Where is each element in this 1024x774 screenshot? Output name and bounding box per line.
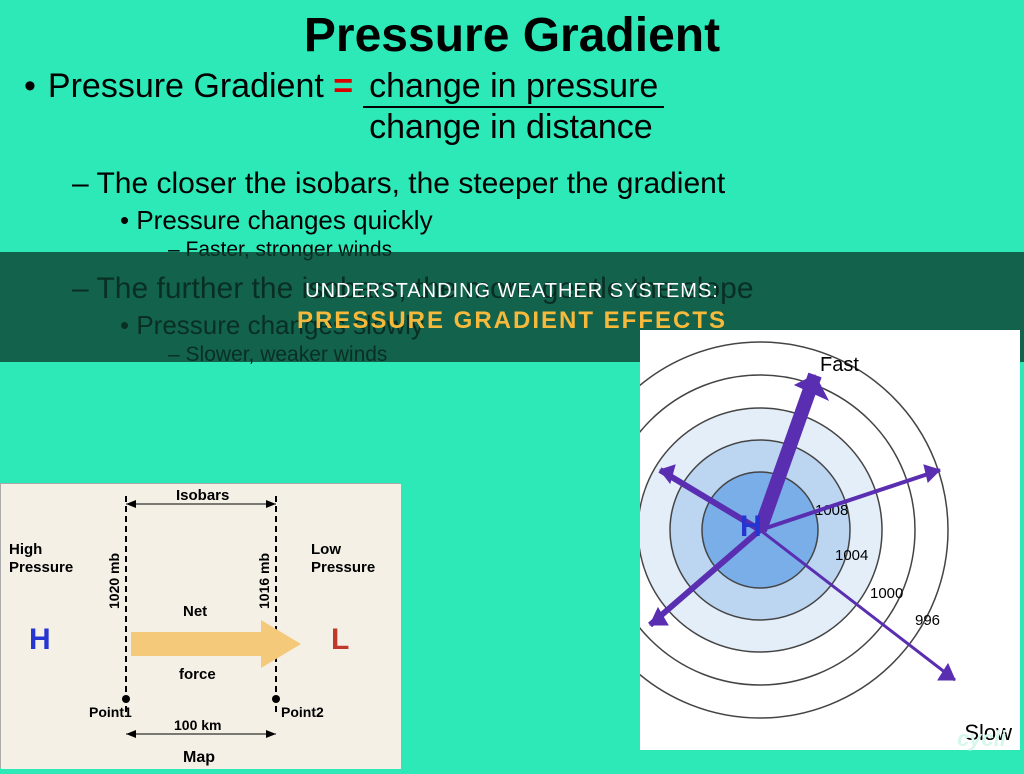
fraction: change in pressure change in distance	[363, 67, 664, 147]
right-figure: Fast Slow 1008 1004 1000 996 H	[640, 330, 1020, 750]
svg-text:H: H	[29, 623, 51, 656]
h-center-label: H	[740, 510, 762, 544]
page-title: Pressure Gradient	[0, 0, 1024, 63]
overlay-subtitle: UNDERSTANDING WEATHER SYSTEMS:	[305, 280, 719, 303]
svg-text:Low: Low	[311, 541, 341, 558]
svg-text:Isobars: Isobars	[176, 487, 229, 504]
equals-sign: =	[333, 67, 353, 106]
svg-text:100 km: 100 km	[174, 717, 221, 733]
svg-text:Net: Net	[183, 603, 207, 620]
bullet-lv2: Pressure changes quickly	[0, 205, 1024, 236]
svg-text:Point1: Point1	[89, 704, 132, 720]
bullet-lv1: The closer the isobars, the steeper the …	[0, 167, 1024, 201]
bullet-icon: •	[24, 67, 36, 106]
svg-text:Pressure: Pressure	[311, 559, 375, 576]
equation-label: Pressure Gradient	[48, 67, 324, 106]
svg-text:1004: 1004	[835, 547, 868, 564]
isobar-diagram-icon: Isobars 1020 mb 1016 mb High Pressure Lo…	[1, 484, 401, 769]
svg-text:1000: 1000	[870, 585, 903, 602]
svg-text:Pressure: Pressure	[9, 559, 73, 576]
equation-row: • Pressure Gradient = change in pressure…	[0, 67, 1024, 147]
fraction-numerator: change in pressure	[363, 67, 664, 108]
fraction-denominator: change in distance	[363, 108, 664, 147]
svg-text:996: 996	[915, 612, 940, 629]
pressure-rings-icon: 1008 1004 1000 996	[640, 330, 1020, 750]
svg-text:L: L	[331, 623, 349, 656]
svg-text:1016 mb: 1016 mb	[256, 553, 272, 609]
svg-text:force: force	[179, 666, 216, 683]
watermark: cycli	[957, 726, 1006, 752]
svg-text:Map: Map	[183, 749, 215, 766]
svg-text:Point2: Point2	[281, 704, 324, 720]
svg-text:High: High	[9, 541, 42, 558]
fast-label: Fast	[820, 354, 859, 377]
svg-text:1020 mb: 1020 mb	[106, 553, 122, 609]
left-figure: Isobars 1020 mb 1016 mb High Pressure Lo…	[0, 483, 400, 768]
